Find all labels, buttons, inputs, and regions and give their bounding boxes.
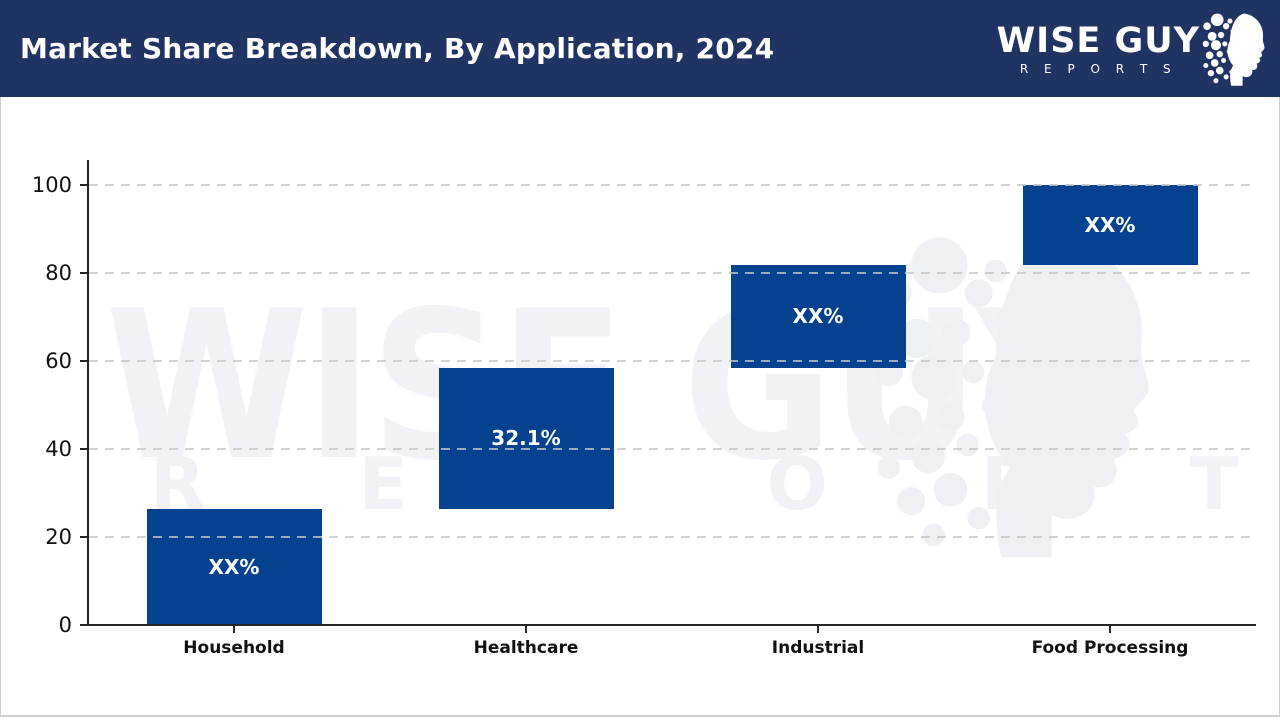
- frame-border-bottom: [0, 715, 1280, 717]
- category-label-food-processing: Food Processing: [1031, 638, 1189, 658]
- frame-border-left: [0, 97, 1, 717]
- y-tick-label-0: 0: [58, 613, 72, 637]
- bar-value-label: XX%: [1084, 212, 1136, 237]
- y-tick-label-40: 40: [45, 437, 72, 461]
- category-label-household: Household: [183, 638, 285, 658]
- bar-household: XX%: [146, 508, 322, 625]
- y-tick-label-100: 100: [31, 173, 72, 197]
- gridline-20: [89, 536, 1256, 538]
- x-tick-mark-1: [233, 626, 235, 633]
- x-tick-mark-2: [525, 626, 527, 633]
- gridline-60: [89, 360, 1256, 362]
- y-tick-label-80: 80: [45, 261, 72, 285]
- wiseguy-head-icon: [1202, 9, 1268, 89]
- bar-industrial: XX%: [730, 264, 906, 368]
- category-label-industrial: Industrial: [771, 638, 865, 658]
- bar-healthcare: 32.1%: [438, 367, 614, 509]
- wiseguy-logo-text: WISE GUY R E P O R T S: [997, 22, 1200, 77]
- header-bar: Market Share Breakdown, By Application, …: [0, 0, 1280, 97]
- y-tick-mark-40: [80, 448, 87, 450]
- y-tick-mark-60: [80, 360, 87, 362]
- y-tick-mark-20: [80, 536, 87, 538]
- gridline-80: [89, 272, 1256, 274]
- logo-secondary-text: R E P O R T S: [1019, 61, 1177, 76]
- wiseguy-logo: WISE GUY R E P O R T S: [997, 6, 1268, 92]
- chart-title: Market Share Breakdown, By Application, …: [20, 32, 775, 65]
- gridline-100: [89, 184, 1256, 186]
- y-tick-label-60: 60: [45, 349, 72, 373]
- bar-value-label: XX%: [792, 304, 844, 329]
- y-tick-mark-80: [80, 272, 87, 274]
- x-tick-mark-4: [1109, 626, 1111, 633]
- y-tick-mark-0: [80, 624, 87, 626]
- gridline-40: [89, 448, 1256, 450]
- x-axis-line: [87, 624, 1256, 626]
- bar-value-label: XX%: [208, 554, 260, 579]
- x-tick-mark-3: [817, 626, 819, 633]
- y-tick-label-20: 20: [45, 525, 72, 549]
- y-tick-mark-100: [80, 184, 87, 186]
- bar-value-label: 32.1%: [491, 426, 561, 451]
- logo-primary-text: WISE GUY: [996, 20, 1200, 61]
- y-axis-line: [87, 160, 89, 626]
- bar-food-processing: XX%: [1022, 185, 1198, 265]
- category-label-healthcare: Healthcare: [473, 638, 579, 658]
